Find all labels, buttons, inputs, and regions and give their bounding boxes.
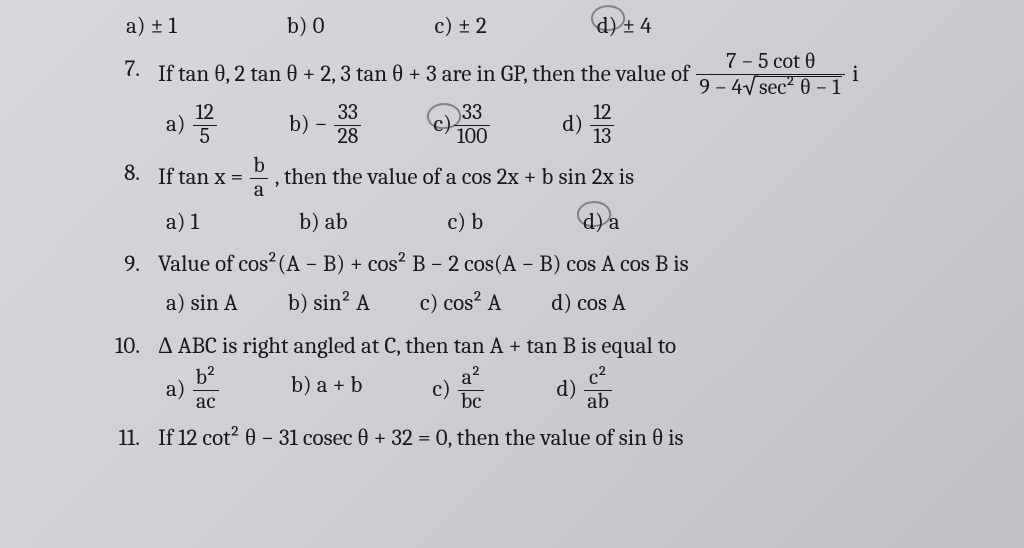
q7-fraction: 7 − 5 cot θ 9 − 4√sec² θ − 1 <box>696 51 845 100</box>
q7-frac-den-pre: 9 − 4 <box>699 75 742 100</box>
q6-opt-c: c) ± 2 <box>435 8 487 45</box>
q6-opt-a: a) ± 1 <box>126 8 177 45</box>
q8-number: 8. <box>110 155 140 192</box>
q7-number: 7. <box>110 51 140 88</box>
q7-frac-num: 7 − 5 cot θ <box>696 51 845 74</box>
q7-options: a) 125 b) − 3328 c) 33100 d) 1213 <box>110 102 1000 149</box>
q10-opt-b: b) a + b <box>291 367 362 414</box>
q11: 11. If 12 cot² θ − 31 cosec θ + 32 = 0, … <box>110 420 1000 457</box>
q7-text-part2: i <box>852 60 858 87</box>
page: a) ± 1 b) 0 c) ± 2 d) ± 4 7. If tan θ, 2… <box>0 0 1024 456</box>
q7-opt-a: a) 125 <box>166 102 219 149</box>
q10-opt-c: c) a²bc <box>432 367 486 414</box>
q6-opt-b: b) 0 <box>287 8 325 45</box>
q8: 8. If tan x = ba , then the value of a c… <box>110 155 1000 202</box>
q10-opt-a: a) b²ac <box>166 367 221 414</box>
q9-opt-b: b) sin² A <box>288 285 370 322</box>
q7-text: If tan θ, 2 tan θ + 2, 3 tan θ + 3 are i… <box>158 51 1000 100</box>
q8-opt-d-mark: d) a <box>583 204 620 241</box>
q8-opt-d: d) a <box>583 204 620 241</box>
q7-frac-den-sqrt: sec² θ − 1 <box>757 76 842 100</box>
q7-opt-c: c) 33100 <box>433 102 492 149</box>
q10-number: 10. <box>110 328 140 365</box>
q11-number: 11. <box>110 420 140 457</box>
q6-options: a) ± 1 b) 0 c) ± 2 d) ± 4 <box>110 8 1000 45</box>
q10-options: a) b²ac b) a + b c) a²bc d) c²ab <box>110 367 1000 414</box>
q9-number: 9. <box>110 246 140 283</box>
q11-text: If 12 cot² θ − 31 cosec θ + 32 = 0, then… <box>158 420 1000 457</box>
q8-text-2: , then the value of a cos 2x + b sin 2x … <box>275 163 634 190</box>
q7-text-part1: If tan θ, 2 tan θ + 2, 3 tan θ + 3 are i… <box>158 60 694 87</box>
q6-opt-d: d) ± 4 <box>597 8 652 45</box>
q9-text: Value of cos²(A − B) + cos² B − 2 cos(A … <box>158 246 1000 283</box>
q7-opt-d: d) 1213 <box>562 102 616 149</box>
q9: 9. Value of cos²(A − B) + cos² B − 2 cos… <box>110 246 1000 283</box>
q7-opt-b: b) − 3328 <box>289 102 364 149</box>
q9-opt-d: d) cos A <box>551 285 625 322</box>
q8-opt-c: c) b <box>448 204 484 241</box>
q8-opt-a: a) 1 <box>166 204 199 241</box>
q8-options: a) 1 b) ab c) b d) a <box>110 204 1000 241</box>
q7-frac-den: 9 − 4√sec² θ − 1 <box>696 74 845 100</box>
q10: 10. Δ ABC is right angled at C, then tan… <box>110 328 1000 365</box>
q8-text-1: If tan x = <box>158 163 248 190</box>
q10-opt-d: d) c²ab <box>556 367 613 414</box>
q10-text: Δ ABC is right angled at C, then tan A +… <box>158 328 1000 365</box>
q9-opt-c: c) cos² A <box>420 285 501 322</box>
q9-opt-a: a) sin A <box>166 285 238 322</box>
q7: 7. If tan θ, 2 tan θ + 2, 3 tan θ + 3 ar… <box>110 51 1000 100</box>
q8-frac: ba <box>250 155 267 202</box>
q6-opt-d-mark: d) ± 4 <box>597 8 652 45</box>
q8-opt-b: b) ab <box>299 204 348 241</box>
q8-text: If tan x = ba , then the value of a cos … <box>158 155 1000 202</box>
q9-options: a) sin A b) sin² A c) cos² A d) cos A <box>110 285 1000 322</box>
q7-opt-c-mark: c) <box>433 106 451 143</box>
